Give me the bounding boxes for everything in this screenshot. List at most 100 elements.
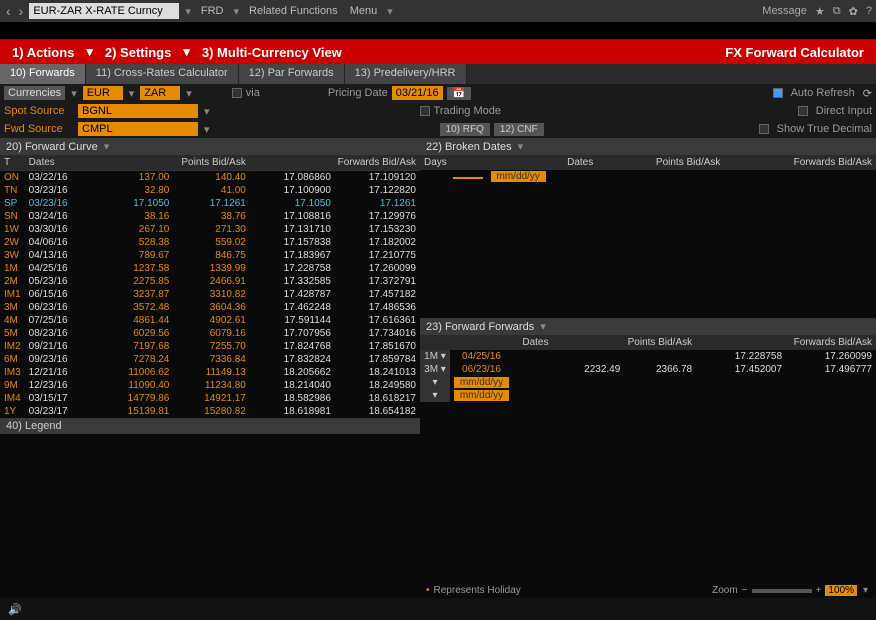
- table-row[interactable]: 3M06/23/163572.483604.3617.46224817.4865…: [0, 301, 420, 314]
- show-decimal-checkbox[interactable]: [759, 124, 769, 134]
- table-row[interactable]: TN03/23/1632.8041.0017.10090017.122820: [0, 184, 420, 197]
- bd-days-input[interactable]: [453, 177, 483, 179]
- subtabs: 10) Forwards 11) Cross-Rates Calculator …: [0, 64, 876, 84]
- ccy2-input[interactable]: ZAR: [140, 86, 180, 100]
- ff-col-dates: Dates: [450, 335, 552, 350]
- show-decimal-label: Show True Decimal: [777, 123, 872, 135]
- forward-forwards-panel: 23) Forward Forwards ▾ Dates Points Bid/…: [420, 318, 876, 583]
- table-row[interactable]: IM209/21/167197.687255.7017.82476817.851…: [0, 340, 420, 353]
- spot-source-label: Spot Source: [4, 105, 74, 117]
- ccy2-dd-icon[interactable]: ▾: [184, 87, 194, 100]
- speaker-icon[interactable]: 🔊: [8, 603, 22, 616]
- broken-dates-table: Days Dates Points Bid/Ask Forwards Bid/A…: [420, 155, 876, 183]
- spot-source-dd-icon[interactable]: ▾: [202, 105, 212, 118]
- frd-label[interactable]: FRD: [197, 5, 228, 17]
- tab-forwards[interactable]: 10) Forwards: [0, 64, 86, 84]
- pricing-date-input[interactable]: 03/21/16: [392, 86, 443, 100]
- ff-empty-row[interactable]: ▾mm/dd/yy: [420, 389, 876, 402]
- taskbar: 🔊: [0, 598, 876, 620]
- ff-empty-row[interactable]: ▾mm/dd/yy: [420, 376, 876, 389]
- holiday-label: Represents Holiday: [434, 585, 521, 596]
- zoom-out-icon[interactable]: −: [742, 585, 748, 596]
- table-row[interactable]: 4M07/25/164861.444902.6117.59114417.6163…: [0, 314, 420, 327]
- table-row[interactable]: 2M05/23/162275.852466.9117.33258517.3727…: [0, 275, 420, 288]
- currencies-label[interactable]: Currencies: [4, 86, 65, 100]
- table-row[interactable]: 1W03/30/16267.10271.3017.13171017.153230: [0, 223, 420, 236]
- col-dates: Dates: [25, 155, 97, 171]
- fc-dd-icon[interactable]: ▾: [102, 140, 112, 153]
- message-label[interactable]: Message: [762, 5, 807, 17]
- bd-col-fwd: Forwards Bid/Ask: [724, 155, 876, 170]
- ff-row[interactable]: 3M ▾06/23/162232.492366.7817.45200717.49…: [420, 363, 876, 376]
- right-panel: 22) Broken Dates ▾ Days Dates Points Bid…: [420, 138, 876, 598]
- table-row[interactable]: 1M04/25/161237.581339.9917.22875817.2600…: [0, 262, 420, 275]
- ff-header[interactable]: 23) Forward Forwards ▾: [420, 318, 876, 335]
- frd-dd-icon[interactable]: ▾: [231, 5, 241, 18]
- footer: • Represents Holiday Zoom − + 100% ▾: [420, 583, 876, 598]
- table-row[interactable]: 3W04/13/16789.67846.7517.18396717.210775: [0, 249, 420, 262]
- table-row[interactable]: 5M08/23/166029.566079.1617.70795617.7340…: [0, 327, 420, 340]
- fwd-source-dd-icon[interactable]: ▾: [202, 123, 212, 136]
- table-row[interactable]: IM106/15/163237.873310.8217.42878717.457…: [0, 288, 420, 301]
- table-row[interactable]: IM403/15/1714779.8614921.1718.58298618.6…: [0, 392, 420, 405]
- auto-refresh-checkbox[interactable]: [773, 88, 783, 98]
- fwd-source-input[interactable]: CMPL: [78, 122, 198, 136]
- trading-mode-checkbox[interactable]: [420, 106, 430, 116]
- star-icon[interactable]: ★: [815, 5, 825, 18]
- via-checkbox[interactable]: [232, 88, 242, 98]
- mcv-menu[interactable]: 3) Multi-Currency View: [190, 45, 354, 60]
- zoom-dd-icon[interactable]: ▾: [861, 585, 870, 596]
- refresh-icon[interactable]: ⟳: [863, 87, 872, 100]
- nav-fwd-icon[interactable]: ›: [17, 3, 26, 19]
- table-row[interactable]: IM312/21/1611006.6211149.1318.20566218.2…: [0, 366, 420, 379]
- zoom-pct[interactable]: 100%: [825, 585, 857, 596]
- actions-menu[interactable]: 1) Actions: [0, 45, 86, 60]
- ff-row[interactable]: 1M ▾04/25/1617.22875817.260099: [420, 350, 876, 363]
- zoom-slider[interactable]: [752, 589, 812, 593]
- calendar-icon[interactable]: 📅: [447, 87, 471, 100]
- tab-predelivery[interactable]: 13) Predelivery/HRR: [345, 64, 467, 84]
- tab-par-forwards[interactable]: 12) Par Forwards: [239, 64, 345, 84]
- broken-row: mm/dd/yy: [420, 170, 876, 183]
- table-row[interactable]: SN03/24/1638.1638.7617.10881617.129976: [0, 210, 420, 223]
- settings-menu[interactable]: 2) Settings: [93, 45, 183, 60]
- menu-label[interactable]: Menu: [346, 5, 382, 17]
- table-row[interactable]: 9M12/23/1611090.4011234.8018.21404018.24…: [0, 379, 420, 392]
- currencies-dd-icon[interactable]: ▾: [69, 87, 79, 100]
- ff-col-points: Points Bid/Ask: [552, 335, 696, 350]
- security-dd-icon[interactable]: ▾: [183, 5, 193, 18]
- bd-dd-icon[interactable]: ▾: [516, 140, 526, 153]
- direct-input-checkbox[interactable]: [798, 106, 808, 116]
- broken-dates-header[interactable]: 22) Broken Dates ▾: [420, 138, 876, 155]
- cnf-button[interactable]: 12) CNF: [494, 123, 544, 136]
- security-input[interactable]: [29, 3, 179, 19]
- forward-curve-header[interactable]: 20) Forward Curve ▾: [0, 138, 420, 155]
- table-row[interactable]: 1Y03/23/1715139.8115280.8218.61898118.65…: [0, 405, 420, 418]
- help-icon[interactable]: ?: [866, 5, 872, 17]
- command-bar[interactable]: [0, 22, 876, 40]
- ff-dd-icon[interactable]: ▾: [538, 320, 548, 333]
- tab-cross-rates[interactable]: 11) Cross-Rates Calculator: [86, 64, 239, 84]
- spot-source-input[interactable]: BGNL: [78, 104, 198, 118]
- related-fn-label[interactable]: Related Functions: [245, 5, 342, 17]
- ccy1-input[interactable]: EUR: [83, 86, 123, 100]
- table-row[interactable]: 6M09/23/167278.247336.8417.83282417.8597…: [0, 353, 420, 366]
- col-points: Points Bid/Ask: [97, 155, 250, 171]
- table-row[interactable]: 2W04/06/16528.38559.0217.15783817.182002: [0, 236, 420, 249]
- bd-col-days: Days: [420, 155, 487, 170]
- gear-icon[interactable]: ✿: [849, 5, 858, 18]
- legend-button[interactable]: 40) Legend: [0, 418, 420, 434]
- nav-back-icon[interactable]: ‹: [4, 3, 13, 19]
- trading-mode-label: Trading Mode: [434, 105, 501, 117]
- page-title: FX Forward Calculator: [725, 45, 876, 60]
- bd-date-input[interactable]: mm/dd/yy: [491, 171, 546, 182]
- table-row[interactable]: SP03/23/1617.105017.126117.105017.1261: [0, 197, 420, 210]
- ff-table: Dates Points Bid/Ask Forwards Bid/Ask 1M…: [420, 335, 876, 402]
- ccy1-dd-icon[interactable]: ▾: [127, 87, 137, 100]
- menu-dd-icon[interactable]: ▾: [385, 5, 395, 18]
- function-bar: 1) Actions▾ 2) Settings▾ 3) Multi-Curren…: [0, 40, 876, 64]
- table-row[interactable]: ON03/22/16137.00140.4017.08686017.109120: [0, 171, 420, 185]
- window-icon[interactable]: ⧉: [833, 5, 841, 18]
- rfq-button[interactable]: 10) RFQ: [440, 123, 490, 136]
- zoom-in-icon[interactable]: +: [816, 585, 822, 596]
